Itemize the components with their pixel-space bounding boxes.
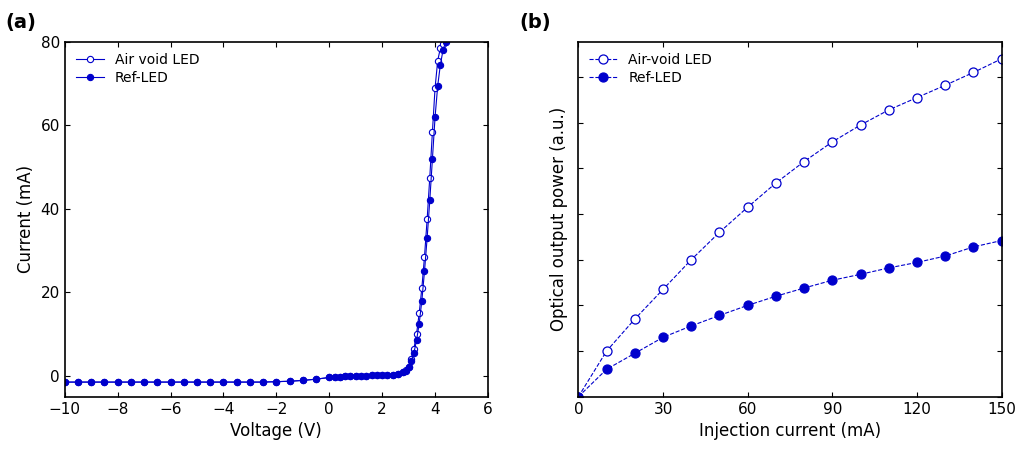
Ref-LED <box>911 260 923 265</box>
Ref-LED <box>855 271 867 277</box>
Air-void LED <box>742 204 754 210</box>
Air-void LED <box>798 159 811 164</box>
Ref-LED <box>939 253 952 259</box>
X-axis label: Voltage (V): Voltage (V) <box>231 422 322 440</box>
Air-void LED <box>995 56 1007 61</box>
Line: Air void LED: Air void LED <box>62 37 449 385</box>
Ref-LED <box>628 350 641 356</box>
Ref-LED <box>826 277 838 283</box>
Y-axis label: Current (mA): Current (mA) <box>16 165 35 273</box>
Air-void LED <box>855 122 867 128</box>
Air void LED <box>391 371 404 376</box>
Ref-LED <box>769 293 782 299</box>
Air void LED <box>403 364 415 370</box>
X-axis label: Injection current (mA): Injection current (mA) <box>699 422 881 440</box>
Y-axis label: Optical output power (a.u.): Optical output power (a.u.) <box>550 107 568 331</box>
Ref-LED <box>657 335 670 340</box>
Line: Ref-LED: Ref-LED <box>574 236 1006 401</box>
Air-void LED <box>657 286 670 292</box>
Air-void LED <box>967 70 980 75</box>
Ref-LED <box>403 365 415 370</box>
Ref-LED <box>437 48 449 53</box>
Legend: Air-void LED, Ref-LED: Air-void LED, Ref-LED <box>585 49 717 89</box>
Ref-LED <box>573 394 585 400</box>
Air void LED <box>204 380 216 385</box>
Air-void LED <box>883 107 895 113</box>
Air void LED <box>256 380 269 385</box>
Air-void LED <box>628 316 641 322</box>
Ref-LED <box>742 303 754 308</box>
Air-void LED <box>826 139 838 144</box>
Ref-LED <box>256 380 269 385</box>
Line: Ref-LED: Ref-LED <box>62 39 449 385</box>
Air-void LED <box>939 83 952 88</box>
Line: Air-void LED: Air-void LED <box>574 54 1006 401</box>
Ref-LED <box>798 285 811 291</box>
Air-void LED <box>600 348 613 354</box>
Air-void LED <box>573 394 585 400</box>
Air-void LED <box>714 230 726 235</box>
Ref-LED <box>967 244 980 250</box>
Text: (b): (b) <box>519 14 551 33</box>
Ref-LED <box>59 380 71 385</box>
Ref-LED <box>204 380 216 385</box>
Ref-LED <box>391 371 404 376</box>
Air void LED <box>270 379 282 385</box>
Ref-LED <box>600 366 613 372</box>
Air void LED <box>59 380 71 385</box>
Air void LED <box>440 37 452 43</box>
Air-void LED <box>911 95 923 100</box>
Ref-LED <box>995 238 1007 243</box>
Air-void LED <box>769 180 782 186</box>
Air void LED <box>437 41 449 47</box>
Legend: Air void LED, Ref-LED: Air void LED, Ref-LED <box>72 49 204 89</box>
Ref-LED <box>714 313 726 318</box>
Text: (a): (a) <box>5 14 36 33</box>
Ref-LED <box>883 265 895 271</box>
Air-void LED <box>685 257 697 262</box>
Ref-LED <box>685 323 697 329</box>
Ref-LED <box>270 379 282 385</box>
Ref-LED <box>440 39 452 44</box>
